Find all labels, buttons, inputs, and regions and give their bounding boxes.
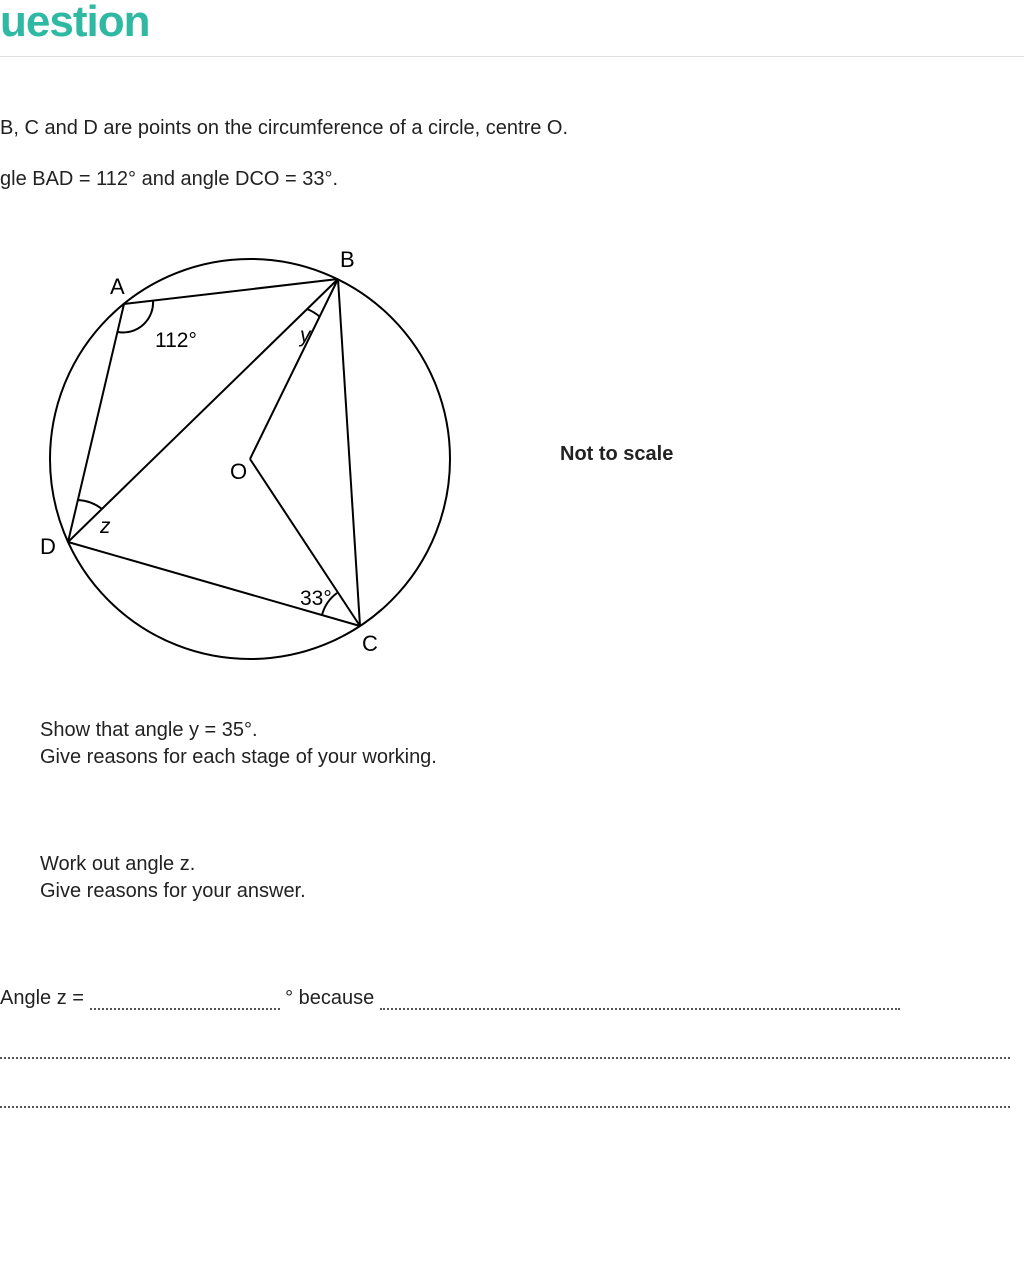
label-b: B <box>340 247 355 272</box>
task1-line2: Give reasons for each stage of your work… <box>40 746 1024 769</box>
task1-line1: Show that angle y = 35°. <box>40 719 1024 742</box>
page-title-partial: uestion <box>0 0 1024 44</box>
angle-bad: 112° <box>155 329 197 352</box>
question-line-2: gle BAD = 112° and angle DCO = 33°. <box>0 168 1024 191</box>
task2-line2: Give reasons for your answer. <box>40 880 1024 903</box>
circle-diagram: A B D C O 112° y z 33° <box>0 219 500 689</box>
question-line-1: B, C and D are points on the circumferen… <box>0 117 1024 140</box>
task2-line1: Work out angle z. <box>40 853 1024 876</box>
answer-blank-value[interactable] <box>90 988 280 1010</box>
label-a: A <box>110 274 125 299</box>
answer-blank-reason[interactable] <box>380 988 900 1010</box>
label-c: C <box>362 631 378 656</box>
angle-dco: 33° <box>300 587 332 610</box>
label-o: O <box>230 459 247 484</box>
angle-z: z <box>99 515 111 538</box>
answer-mid: ° because <box>285 987 374 1009</box>
answer-line: Angle z = ° because <box>0 987 1024 1010</box>
answer-blank-line-3[interactable] <box>0 1087 1010 1108</box>
answer-prefix: Angle z = <box>0 987 84 1009</box>
scale-note: Not to scale <box>560 443 673 466</box>
label-d: D <box>40 534 56 559</box>
angle-y: y <box>298 324 312 347</box>
answer-blank-line-2[interactable] <box>0 1038 1010 1059</box>
